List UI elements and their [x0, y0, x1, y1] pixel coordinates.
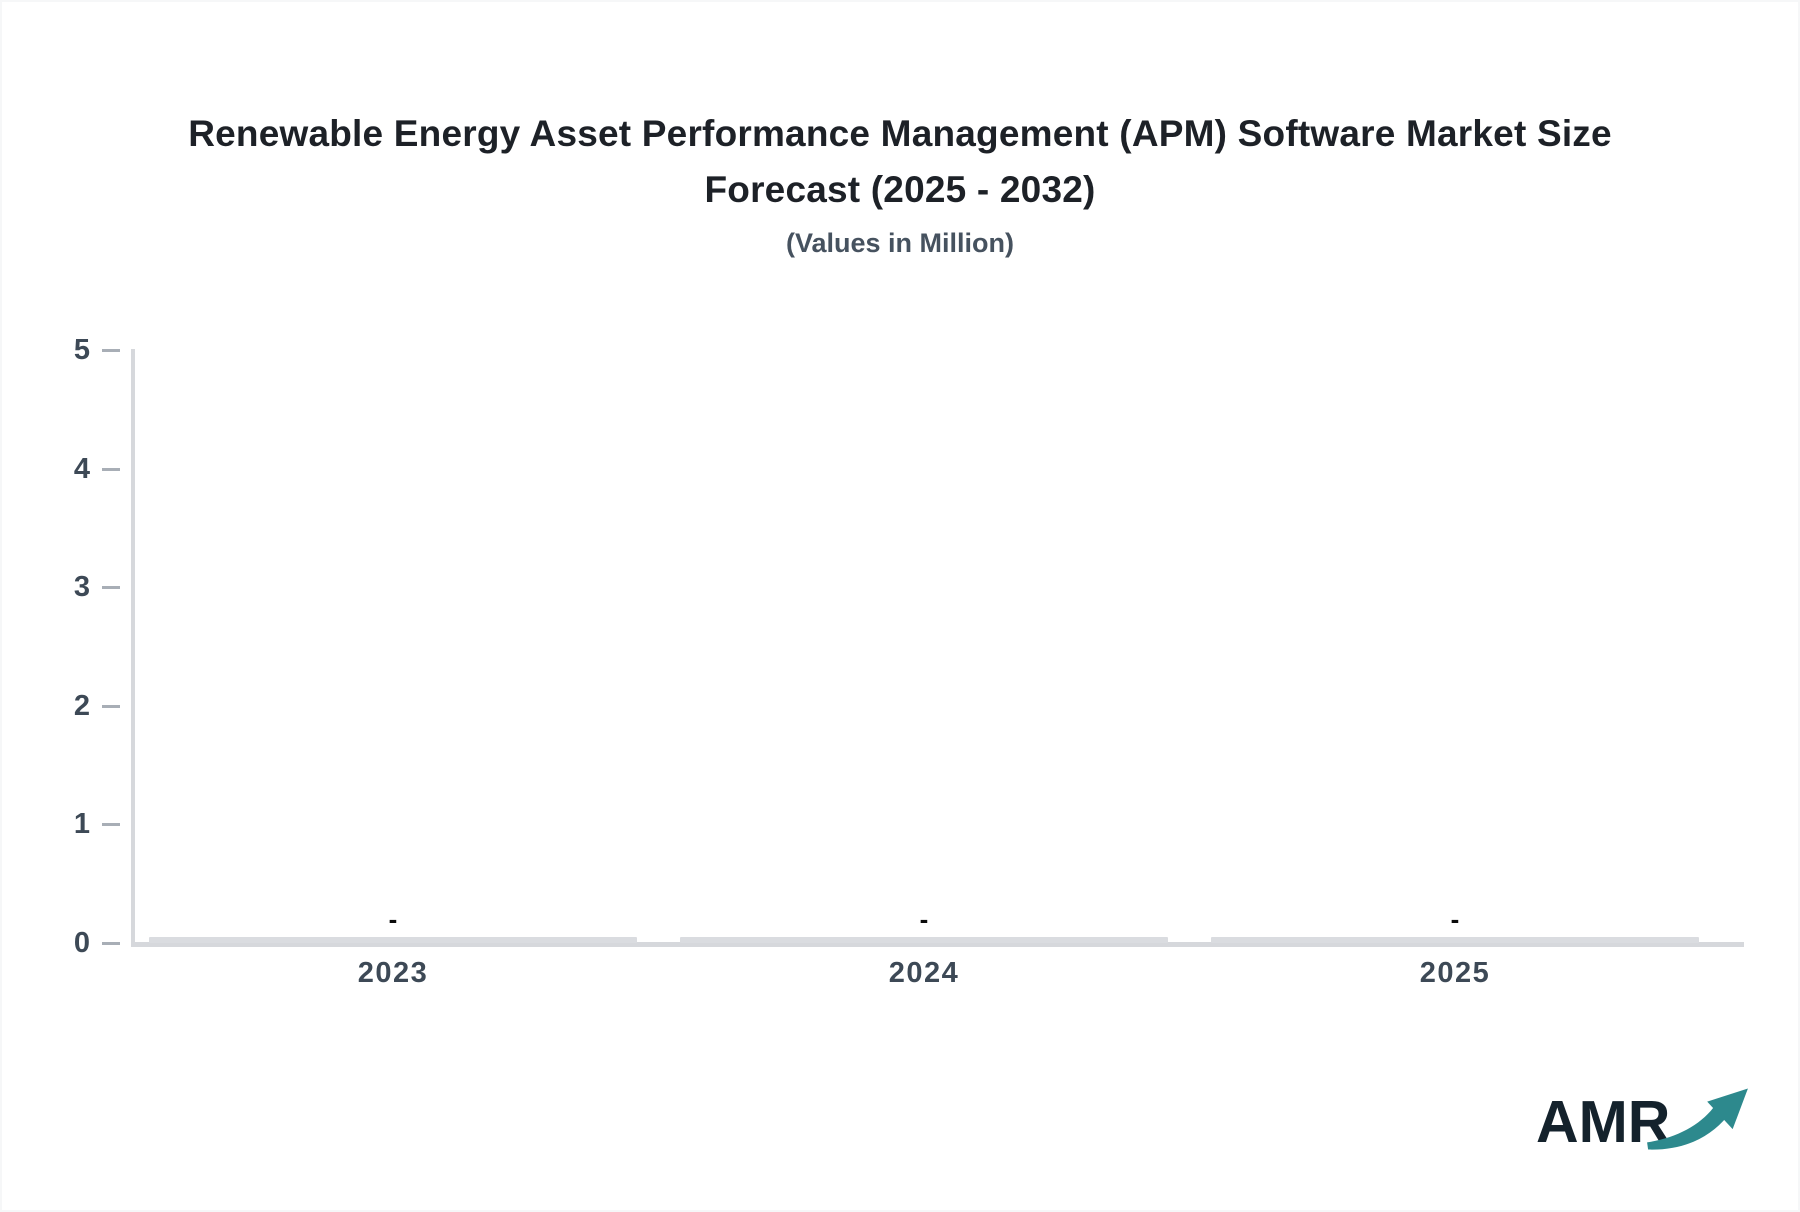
bar: [680, 937, 1168, 943]
x-axis-label: 2025: [1419, 957, 1491, 989]
y-axis-label: 4: [73, 452, 90, 485]
y-axis-label: 5: [73, 334, 90, 366]
y-axis-tick: [102, 823, 120, 827]
y-axis-tick: [102, 467, 120, 471]
y-axis-tick: [102, 349, 120, 352]
y-axis-label: 3: [73, 571, 90, 604]
y-axis-label: 1: [73, 808, 90, 841]
x-axis-label: 2023: [357, 957, 429, 989]
y-axis-label: 2: [73, 689, 90, 722]
chart-title-line2: Forecast (2025 - 2032): [704, 169, 1096, 210]
bar-value-label: -: [919, 904, 929, 934]
y-axis-label: 0: [73, 927, 90, 959]
x-axis-label: 2024: [888, 957, 960, 989]
bar-value-label: -: [388, 904, 398, 934]
chart-title-line1: Renewable Energy Asset Performance Manag…: [188, 113, 1612, 154]
y-axis-line: [131, 349, 135, 946]
bar: [1211, 937, 1699, 943]
bar-value-label: -: [1450, 904, 1460, 934]
bar: [149, 937, 637, 943]
chart-subtitle: (Values in Million): [785, 228, 1015, 258]
y-axis-tick: [102, 942, 120, 945]
x-axis-line: [131, 942, 1744, 947]
growth-arrow-icon: [1647, 1088, 1748, 1150]
y-axis-tick: [102, 704, 120, 708]
amr-logo: AMR: [1532, 1082, 1762, 1172]
chart-title: Renewable Energy Asset Performance Manag…: [2, 106, 1798, 218]
y-axis-tick: [102, 586, 120, 590]
